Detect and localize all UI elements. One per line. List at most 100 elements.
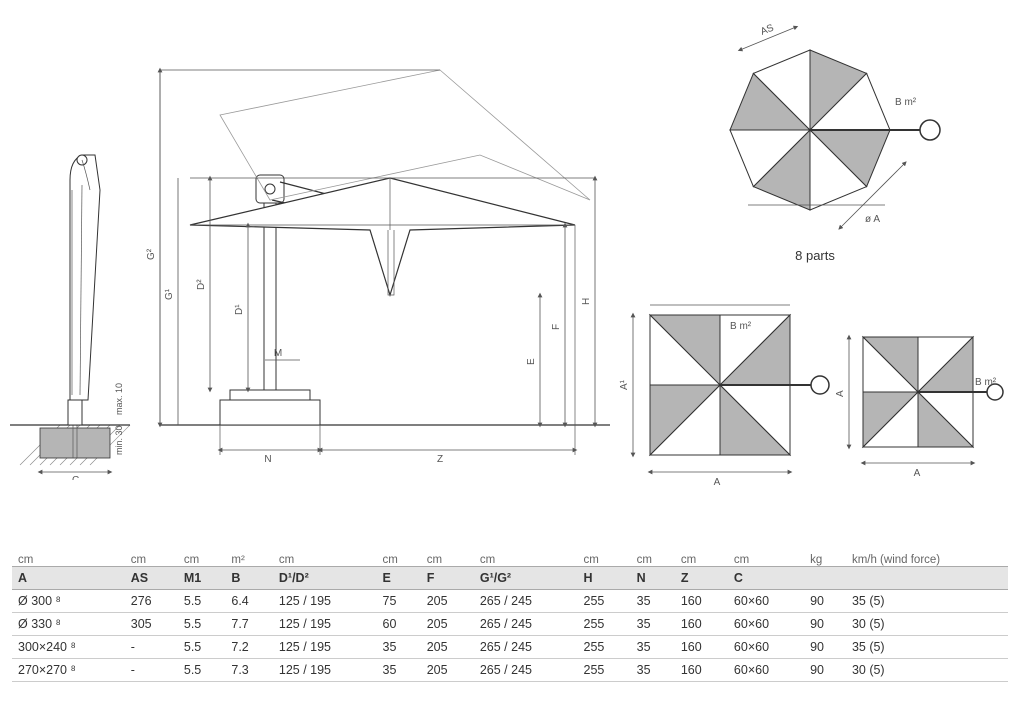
table-cell: Ø 330 ⁸ xyxy=(12,613,125,636)
dim-M: M xyxy=(274,348,282,359)
table-row: Ø 330 ⁸3055.57.7125 / 19560205265 / 2452… xyxy=(12,613,1008,636)
table-header-cell xyxy=(846,567,1008,590)
table-cell: 90 xyxy=(804,636,846,659)
table-cell: 265 / 245 xyxy=(474,613,578,636)
table-cell: 205 xyxy=(421,659,474,682)
table-cell: 125 / 195 xyxy=(273,590,377,613)
table-header-cell: M1 xyxy=(178,567,226,590)
spec-table: cmcmcmm²cmcmcmcmcmcmcmcmkgkm/h (wind for… xyxy=(12,550,1008,682)
table-header-cell: N xyxy=(631,567,675,590)
dim-diaA: ø A xyxy=(865,214,880,225)
dim-A1: A¹ xyxy=(619,379,630,390)
table-cell: 160 xyxy=(675,590,728,613)
table-cell: - xyxy=(125,636,178,659)
table-unit-cell: m² xyxy=(225,550,273,567)
table-unit-cell: kg xyxy=(804,550,846,567)
table-cell: 7.7 xyxy=(225,613,273,636)
table-cell: 90 xyxy=(804,590,846,613)
table-header-cell: E xyxy=(377,567,421,590)
dim-A-side-sq2: A xyxy=(835,390,846,397)
table-cell: 5.5 xyxy=(178,659,226,682)
table-cell: 265 / 245 xyxy=(474,590,578,613)
table-header-cell: B xyxy=(225,567,273,590)
table-header-row: AASM1BD¹/D²EFG¹/G²HNZC xyxy=(12,567,1008,590)
dim-A-bot-sq2: A xyxy=(914,468,921,479)
label-Bm2-sq1: B m² xyxy=(730,321,752,332)
table-row: 270×270 ⁸-5.57.3125 / 19535205265 / 2452… xyxy=(12,659,1008,682)
table-cell: 160 xyxy=(675,636,728,659)
table-cell: 255 xyxy=(578,659,631,682)
table-cell: - xyxy=(125,659,178,682)
table-unit-cell: cm xyxy=(728,550,804,567)
square-large-view: B m² A¹ A xyxy=(615,300,835,515)
table-cell: 30 (5) xyxy=(846,659,1008,682)
dim-N: N xyxy=(264,454,271,465)
table-cell: 205 xyxy=(421,590,474,613)
dim-C: C xyxy=(72,475,79,480)
table-units-row: cmcmcmm²cmcmcmcmcmcmcmcmkgkm/h (wind for… xyxy=(12,550,1008,567)
table-cell: 125 / 195 xyxy=(273,659,377,682)
table-cell: 35 xyxy=(377,636,421,659)
table-cell: 60 xyxy=(377,613,421,636)
table-cell: 30 (5) xyxy=(846,613,1008,636)
table-cell: 7.3 xyxy=(225,659,273,682)
dim-A-sq1: A xyxy=(714,477,721,488)
octagon-caption: 8 parts xyxy=(795,248,835,263)
table-header-cell xyxy=(804,567,846,590)
table-unit-cell: cm xyxy=(125,550,178,567)
table-cell: 90 xyxy=(804,613,846,636)
table-cell: 205 xyxy=(421,613,474,636)
table-cell: 35 (5) xyxy=(846,636,1008,659)
table-cell: 75 xyxy=(377,590,421,613)
table-unit-cell: cm xyxy=(578,550,631,567)
table-cell: 265 / 245 xyxy=(474,636,578,659)
table-header-cell: AS xyxy=(125,567,178,590)
dim-Z: Z xyxy=(437,454,443,465)
label-Bm2-sq2: B m² xyxy=(975,377,997,388)
table-cell: 35 (5) xyxy=(846,590,1008,613)
table-unit-cell: cm xyxy=(273,550,377,567)
table-cell: 276 xyxy=(125,590,178,613)
table-cell: 60×60 xyxy=(728,636,804,659)
table-cell: 60×60 xyxy=(728,590,804,613)
square-small-view: B m² A A xyxy=(835,325,1015,515)
table-cell: 35 xyxy=(377,659,421,682)
table-cell: 90 xyxy=(804,659,846,682)
table-cell: 265 / 245 xyxy=(474,659,578,682)
dim-H: H xyxy=(581,298,592,305)
table-body: Ø 300 ⁸2765.56.4125 / 19575205265 / 2452… xyxy=(12,590,1008,682)
table-cell: 205 xyxy=(421,636,474,659)
table-cell: 300×240 ⁸ xyxy=(12,636,125,659)
table-cell: 60×60 xyxy=(728,613,804,636)
table-cell: 7.2 xyxy=(225,636,273,659)
dim-G1: G¹ xyxy=(164,288,175,300)
table-cell: 270×270 ⁸ xyxy=(12,659,125,682)
table-cell: 5.5 xyxy=(178,590,226,613)
table-cell: 255 xyxy=(578,613,631,636)
table-unit-cell: cm xyxy=(675,550,728,567)
table-cell: 6.4 xyxy=(225,590,273,613)
table-unit-cell: cm xyxy=(12,550,125,567)
dim-D1: D¹ xyxy=(234,304,245,315)
table-cell: 255 xyxy=(578,590,631,613)
table-row: Ø 300 ⁸2765.56.4125 / 19575205265 / 2452… xyxy=(12,590,1008,613)
table-unit-cell: cm xyxy=(421,550,474,567)
table-header-cell: C xyxy=(728,567,804,590)
table-cell: 255 xyxy=(578,636,631,659)
table-header-cell: F xyxy=(421,567,474,590)
dim-E: E xyxy=(526,358,537,365)
table-header-cell: G¹/G² xyxy=(474,567,578,590)
diagram-area: C max. 10 min. 30 G² G¹ D² D¹ M N Z E F xyxy=(0,0,1020,540)
dim-AS: AS xyxy=(759,22,776,37)
table-unit-cell: km/h (wind force) xyxy=(846,550,1008,567)
table-unit-cell: cm xyxy=(631,550,675,567)
table-unit-cell: cm xyxy=(474,550,578,567)
table-cell: 160 xyxy=(675,613,728,636)
table-cell: 60×60 xyxy=(728,659,804,682)
table-row: 300×240 ⁸-5.57.2125 / 19535205265 / 2452… xyxy=(12,636,1008,659)
table-unit-cell: cm xyxy=(178,550,226,567)
octagon-top-view: AS B m² ø A 8 parts xyxy=(640,10,990,270)
table-cell: 160 xyxy=(675,659,728,682)
table-cell: 35 xyxy=(631,590,675,613)
dim-max10: max. 10 xyxy=(114,383,124,415)
